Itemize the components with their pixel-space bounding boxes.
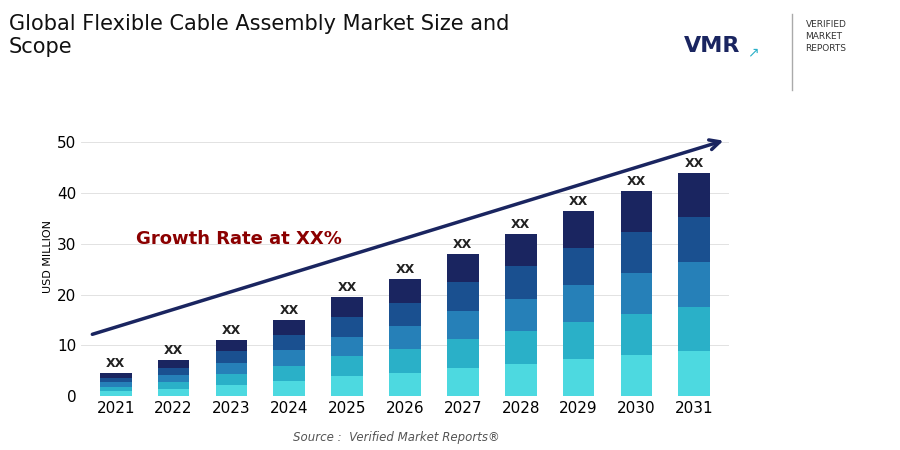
Text: Global Flexible Cable Assembly Market Size and
Scope: Global Flexible Cable Assembly Market Si… [9, 14, 509, 57]
Bar [389, 326, 421, 349]
Text: XX: XX [106, 357, 125, 370]
Bar [679, 351, 710, 396]
Bar [620, 190, 652, 232]
Bar [447, 339, 479, 368]
Bar [389, 303, 421, 326]
Text: Source :  Verified Market Reports®: Source : Verified Market Reports® [292, 431, 500, 444]
Bar [100, 378, 131, 382]
Bar [100, 382, 131, 387]
Bar [679, 173, 710, 217]
Bar [274, 320, 305, 335]
Bar [274, 351, 305, 365]
Text: XX: XX [164, 344, 184, 357]
Bar [274, 365, 305, 381]
Bar [331, 317, 363, 337]
Bar [158, 368, 190, 375]
Text: XX: XX [454, 238, 473, 251]
Bar [331, 337, 363, 356]
Text: XX: XX [395, 263, 415, 276]
Bar [215, 351, 248, 363]
Text: XX: XX [221, 324, 241, 337]
Bar [215, 340, 248, 351]
Bar [331, 297, 363, 317]
Bar [505, 234, 536, 266]
Text: XX: XX [626, 175, 646, 188]
Bar [389, 373, 421, 396]
Bar [158, 375, 190, 382]
Bar [620, 355, 652, 396]
Bar [274, 335, 305, 351]
Bar [679, 307, 710, 351]
Bar [331, 376, 363, 396]
Bar [158, 360, 190, 368]
Bar [505, 299, 536, 331]
Bar [562, 285, 595, 322]
Bar [505, 331, 536, 364]
Text: XX: XX [338, 281, 356, 294]
Text: XX: XX [569, 195, 589, 208]
Bar [447, 254, 479, 282]
Text: Growth Rate at XX%: Growth Rate at XX% [136, 230, 342, 248]
Bar [215, 374, 248, 385]
Bar [679, 262, 710, 307]
Y-axis label: USD MILLION: USD MILLION [42, 220, 52, 293]
Bar [100, 373, 131, 378]
Bar [679, 217, 710, 262]
Text: XX: XX [280, 304, 299, 317]
Bar [562, 359, 595, 396]
Bar [562, 322, 595, 359]
Bar [447, 368, 479, 396]
Text: XX: XX [511, 218, 530, 231]
Text: VERIFIED
MARKET
REPORTS: VERIFIED MARKET REPORTS [806, 20, 847, 53]
Bar [100, 387, 131, 392]
Bar [620, 273, 652, 314]
Text: VMR: VMR [684, 36, 741, 56]
Text: ↗: ↗ [747, 45, 759, 59]
Bar [447, 282, 479, 311]
Bar [215, 363, 248, 374]
Bar [620, 232, 652, 273]
Bar [331, 356, 363, 376]
Bar [447, 311, 479, 339]
Bar [100, 392, 131, 396]
Bar [389, 349, 421, 373]
Bar [274, 381, 305, 396]
Bar [389, 279, 421, 303]
Bar [620, 314, 652, 355]
Bar [505, 364, 536, 396]
Bar [158, 382, 190, 389]
Bar [505, 266, 536, 299]
Bar [158, 389, 190, 396]
Text: XX: XX [685, 157, 704, 170]
Bar [562, 248, 595, 285]
Bar [562, 211, 595, 248]
Bar [215, 385, 248, 396]
